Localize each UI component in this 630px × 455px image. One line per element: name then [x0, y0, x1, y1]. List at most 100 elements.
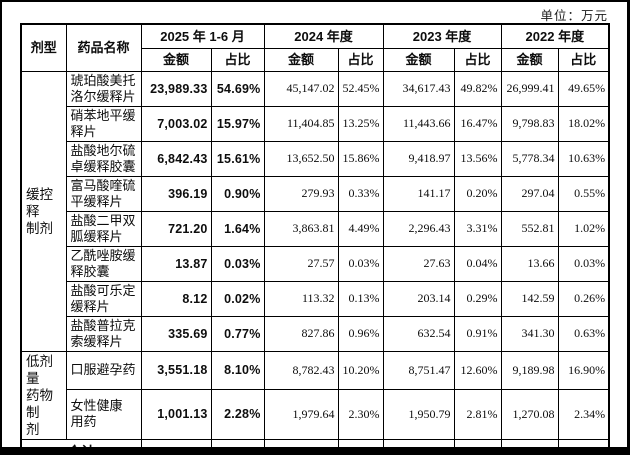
total-label: 合计 — [20, 438, 142, 447]
amount-cell: 335.69 — [140, 315, 212, 352]
ratio-cell: 0.96% — [337, 315, 384, 352]
table-row: 女性健康 用药 1,001.13 2.28% 1,979.64 2.30% 1,… — [21, 389, 610, 440]
header-ratio-2022: 占比 — [557, 47, 610, 72]
ratio-cell: 0.33% — [337, 175, 384, 212]
ratio-cell: 8.10% — [210, 350, 265, 390]
header-row-periods: 剂型 药品名称 2025 年 1-6 月 2024 年度 2023 年度 202… — [20, 23, 610, 72]
drug-name-cell: 富马酸喹硫 平缓释片 — [65, 175, 142, 212]
table-row: 硝苯地平缓 释片 7,003.02 15.97% 11,404.85 13.25… — [21, 105, 610, 142]
ratio-cell: 49.65% — [557, 70, 610, 107]
ratio-cell: 15.86% — [337, 140, 384, 177]
amount-cell: 9,798.83 — [500, 105, 559, 142]
amount-cell: 279.93 — [263, 175, 339, 212]
ratio-cell: 0.03% — [210, 245, 265, 282]
ratio-cell: 10.63% — [557, 140, 610, 177]
ratio-cell: 0.03% — [557, 245, 610, 282]
total-row: 合计 43,862.15 100.00% 86,078.94 100.00% 6… — [20, 438, 610, 447]
header-ratio-2024: 占比 — [337, 47, 384, 72]
ratio-cell: 2.34% — [557, 389, 610, 440]
amount-cell: 721.20 — [140, 210, 212, 247]
header-drug-name: 药品名称 — [65, 23, 142, 72]
amount-cell: 3,551.18 — [140, 350, 212, 390]
ratio-cell: 4.49% — [337, 210, 384, 247]
ratio-cell: 0.91% — [453, 315, 502, 352]
ratio-cell: 15.97% — [210, 105, 265, 142]
amount-cell: 113.32 — [263, 280, 339, 317]
total-ratio-cell: 100.00% — [337, 438, 384, 447]
total-amount-cell: 69,483.23 — [382, 438, 455, 447]
amount-cell: 27.57 — [263, 245, 339, 282]
ratio-cell: 52.45% — [337, 70, 384, 107]
ratio-cell: 54.69% — [210, 70, 265, 107]
amount-cell: 552.81 — [500, 210, 559, 247]
amount-cell: 9,418.97 — [382, 140, 455, 177]
amount-cell: 13,652.50 — [263, 140, 339, 177]
drug-name-cell: 琥珀酸美托 洛尔缓释片 — [65, 70, 142, 107]
table-row: 盐酸地尔硫 卓缓释胶囊 6,842.43 15.61% 13,652.50 15… — [21, 140, 610, 177]
amount-cell: 1,979.64 — [263, 389, 339, 440]
amount-cell: 827.86 — [263, 315, 339, 352]
header-period-2024: 2024 年度 — [263, 23, 384, 49]
amount-cell: 9,189.98 — [500, 350, 559, 390]
amount-cell: 3,863.81 — [263, 210, 339, 247]
ratio-cell: 2.28% — [210, 389, 265, 440]
amount-cell: 341.30 — [500, 315, 559, 352]
amount-cell: 8.12 — [140, 280, 212, 317]
ratio-cell: 16.90% — [557, 350, 610, 390]
amount-cell: 13.66 — [500, 245, 559, 282]
table-row: 低剂量 药物制 剂 口服避孕药 3,551.18 8.10% 8,782.43 … — [20, 350, 610, 440]
amount-cell: 23,989.33 — [140, 70, 212, 107]
ratio-cell: 0.26% — [557, 280, 610, 317]
ratio-cell: 0.02% — [210, 280, 265, 317]
total-amount-cell: 43,862.15 — [140, 438, 212, 447]
drug-name-cell: 口服避孕药 — [65, 350, 142, 390]
ratio-cell: 18.02% — [557, 105, 610, 142]
total-ratio-cell: 100.00% — [210, 438, 265, 447]
unit-label: 单位：万元 — [540, 9, 608, 23]
amount-cell: 1,950.79 — [382, 389, 455, 440]
table-row: 盐酸二甲双 胍缓释片 721.20 1.64% 3,863.81 4.49% 2… — [21, 210, 610, 247]
amount-cell: 26,999.41 — [500, 70, 559, 107]
amount-cell: 297.04 — [500, 175, 559, 212]
amount-cell: 2,296.43 — [382, 210, 455, 247]
header-amount-2023: 金额 — [382, 47, 455, 72]
table-row: 缓控释 制剂 琥珀酸美托 洛尔缓释片 23,989.33 54.69% 45,1… — [20, 70, 610, 352]
drug-name-cell: 盐酸可乐定 缓释片 — [65, 280, 142, 317]
header-ratio-2025: 占比 — [210, 47, 265, 72]
table-row: 乙酰唑胺缓 释胶囊 13.87 0.03% 27.57 0.03% 27.63 … — [21, 245, 610, 282]
table-row: 盐酸普拉克 索缓释片 335.69 0.77% 827.86 0.96% 632… — [21, 315, 610, 352]
ratio-cell: 13.56% — [453, 140, 502, 177]
amount-cell: 34,617.43 — [382, 70, 455, 107]
header-dosage-form: 剂型 — [20, 23, 67, 72]
header-period-2023: 2023 年度 — [382, 23, 502, 49]
ratio-cell: 0.20% — [453, 175, 502, 212]
amount-cell: 203.14 — [382, 280, 455, 317]
ratio-cell: 2.81% — [453, 389, 502, 440]
total-amount-cell: 86,078.94 — [263, 438, 339, 447]
amount-cell: 8,751.47 — [382, 350, 455, 390]
ratio-cell: 1.02% — [557, 210, 610, 247]
drug-name-cell: 女性健康 用药 — [65, 389, 142, 440]
amount-cell: 8,782.43 — [263, 350, 339, 390]
ratio-cell: 0.63% — [557, 315, 610, 352]
ratio-cell: 0.03% — [337, 245, 384, 282]
total-amount-cell: 54,384.03 — [500, 438, 559, 447]
ratio-cell: 0.13% — [337, 280, 384, 317]
amount-cell: 1,001.13 — [140, 389, 212, 440]
ratio-cell: 13.25% — [337, 105, 384, 142]
drug-name-cell: 乙酰唑胺缓 释胶囊 — [65, 245, 142, 282]
amount-cell: 141.17 — [382, 175, 455, 212]
table-row: 盐酸可乐定 缓释片 8.12 0.02% 113.32 0.13% 203.14… — [21, 280, 610, 317]
ratio-cell: 1.64% — [210, 210, 265, 247]
ratio-cell: 0.29% — [453, 280, 502, 317]
header-period-2025: 2025 年 1-6 月 — [140, 23, 265, 49]
ratio-cell: 12.60% — [453, 350, 502, 390]
amount-cell: 6,842.43 — [140, 140, 212, 177]
header-period-2022: 2022 年度 — [500, 23, 610, 49]
amount-cell: 1,270.08 — [500, 389, 559, 440]
header-row-metrics: 金额 占比 金额 占比 金额 占比 金额 占比 — [21, 47, 610, 72]
header-amount-2022: 金额 — [500, 47, 559, 72]
amount-cell: 45,147.02 — [263, 70, 339, 107]
drug-name-cell: 盐酸地尔硫 卓缓释胶囊 — [65, 140, 142, 177]
